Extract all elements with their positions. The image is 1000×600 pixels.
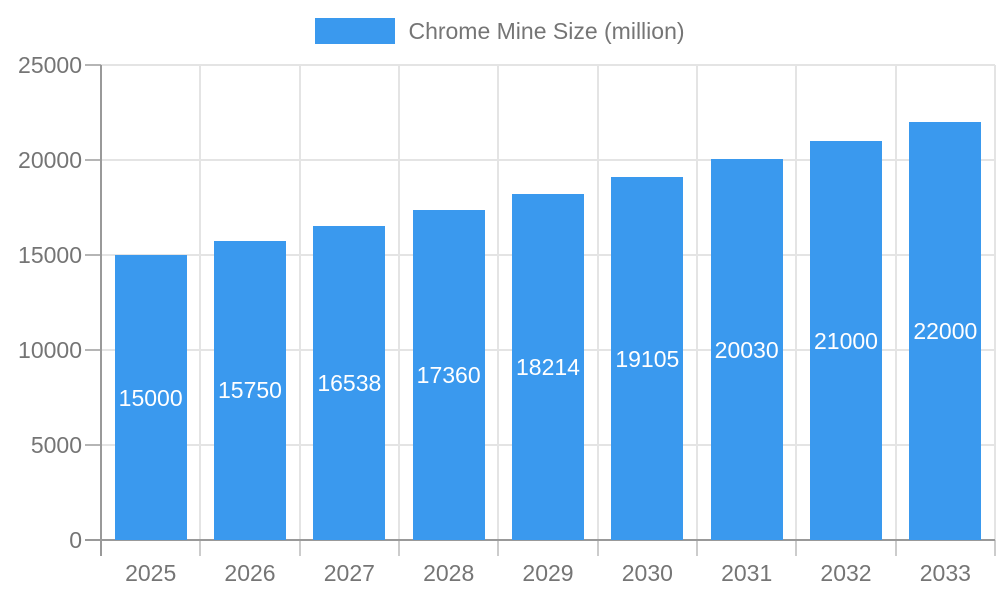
- x-axis-tick: [994, 540, 996, 556]
- legend-label: Chrome Mine Size (million): [408, 18, 685, 44]
- y-axis-tick: [85, 64, 101, 66]
- y-gridline: [101, 159, 995, 161]
- x-axis-tick: [894, 540, 897, 556]
- y-axis-label: 25000: [18, 52, 82, 78]
- category-separator-line: [398, 65, 400, 540]
- y-axis-label: 5000: [30, 432, 82, 458]
- x-axis-label: 2031: [721, 560, 773, 586]
- category-separator-line: [298, 65, 301, 540]
- bar-value-label: 20030: [714, 336, 779, 363]
- bar-value-label: 15000: [118, 384, 183, 411]
- legend: Chrome Mine Size (million): [0, 16, 1000, 46]
- bar-value-label: 21000: [814, 327, 878, 354]
- category-separator-line: [596, 65, 599, 540]
- x-axis-tick: [398, 540, 400, 556]
- bar-2029[interactable]: [512, 193, 584, 540]
- x-axis-tick: [497, 540, 500, 556]
- bar-value-label: 19105: [615, 345, 680, 372]
- x-axis-label: 2033: [919, 560, 971, 586]
- y-axis-tick: [85, 349, 101, 351]
- bar-2027[interactable]: [313, 225, 386, 540]
- bar-value-label: 18214: [516, 353, 580, 380]
- bar-value-label: 17360: [416, 362, 481, 389]
- category-separator-line: [795, 65, 798, 540]
- y-axis-tick: [85, 159, 101, 161]
- category-separator-line: [199, 65, 202, 540]
- bar-2032[interactable]: [810, 141, 882, 540]
- x-axis-label: 2026: [224, 560, 276, 586]
- legend-swatch-icon: [315, 18, 396, 44]
- bar-2031[interactable]: [710, 159, 783, 540]
- x-axis-label: 2025: [125, 560, 177, 586]
- x-axis-tick: [795, 540, 798, 556]
- bar-value-label: 16538: [317, 369, 382, 396]
- x-axis-label: 2028: [423, 560, 475, 586]
- x-axis-label: 2032: [820, 560, 872, 586]
- bar-value-label: 22000: [913, 318, 978, 344]
- y-axis-label: 0: [69, 527, 82, 553]
- x-axis-line: [85, 539, 995, 541]
- y-axis-label: 20000: [18, 147, 82, 173]
- x-axis-label: 2029: [522, 560, 574, 586]
- bar-2033[interactable]: [909, 122, 982, 540]
- x-axis-label: 2030: [621, 560, 673, 586]
- bar-2028[interactable]: [412, 210, 485, 540]
- x-axis-tick: [199, 540, 202, 556]
- y-axis-label: 10000: [18, 337, 82, 363]
- category-separator-line: [497, 65, 500, 540]
- y-axis-line: [100, 65, 102, 556]
- x-axis-tick: [596, 540, 599, 556]
- x-axis-label: 2027: [323, 560, 375, 586]
- y-axis-label: 15000: [18, 242, 82, 268]
- bar-2026[interactable]: [214, 240, 286, 540]
- category-separator-line: [894, 65, 897, 540]
- bar-value-label: 15750: [218, 377, 282, 404]
- y-axis-tick: [85, 444, 101, 446]
- bar-2025[interactable]: [114, 255, 187, 540]
- x-axis-tick: [696, 540, 698, 556]
- category-separator-line: [994, 65, 996, 540]
- y-axis-tick: [85, 254, 101, 256]
- category-separator-line: [696, 65, 698, 540]
- x-axis-tick: [298, 540, 301, 556]
- bar-2030[interactable]: [611, 177, 684, 540]
- y-gridline: [101, 64, 995, 66]
- legend-item[interactable]: Chrome Mine Size (million): [315, 16, 685, 46]
